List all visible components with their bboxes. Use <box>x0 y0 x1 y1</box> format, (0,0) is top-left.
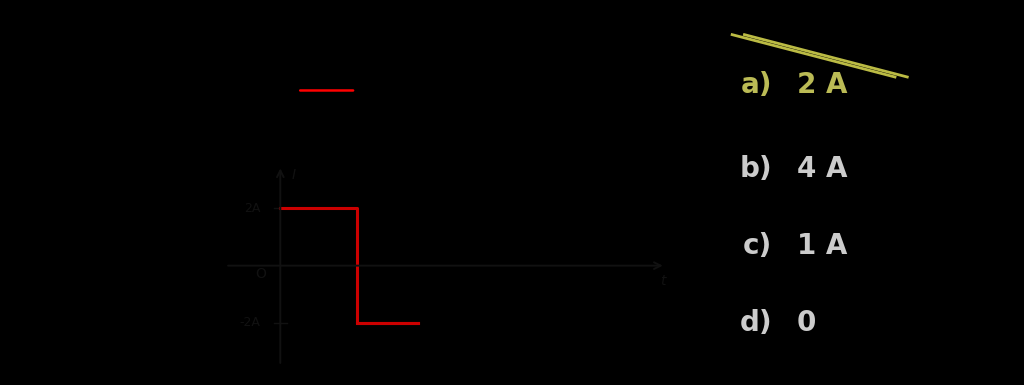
Text: Calculate  the  rms  value  of  the: Calculate the rms value of the <box>223 56 560 75</box>
Text: t: t <box>660 274 666 288</box>
Text: -2A: -2A <box>240 316 260 329</box>
Text: 0: 0 <box>797 310 816 337</box>
Text: alternating current shown in Figure.: alternating current shown in Figure. <box>133 106 494 125</box>
Text: c): c) <box>742 233 772 260</box>
Text: 4 A: 4 A <box>797 156 847 183</box>
Text: a): a) <box>740 71 772 99</box>
Text: 2 A: 2 A <box>797 71 847 99</box>
Text: 1 A: 1 A <box>797 233 847 260</box>
Text: b): b) <box>739 156 772 183</box>
Text: 2A: 2A <box>244 202 260 215</box>
Text: d): d) <box>739 310 772 337</box>
Text: I: I <box>291 168 296 182</box>
Text: O: O <box>255 267 266 281</box>
